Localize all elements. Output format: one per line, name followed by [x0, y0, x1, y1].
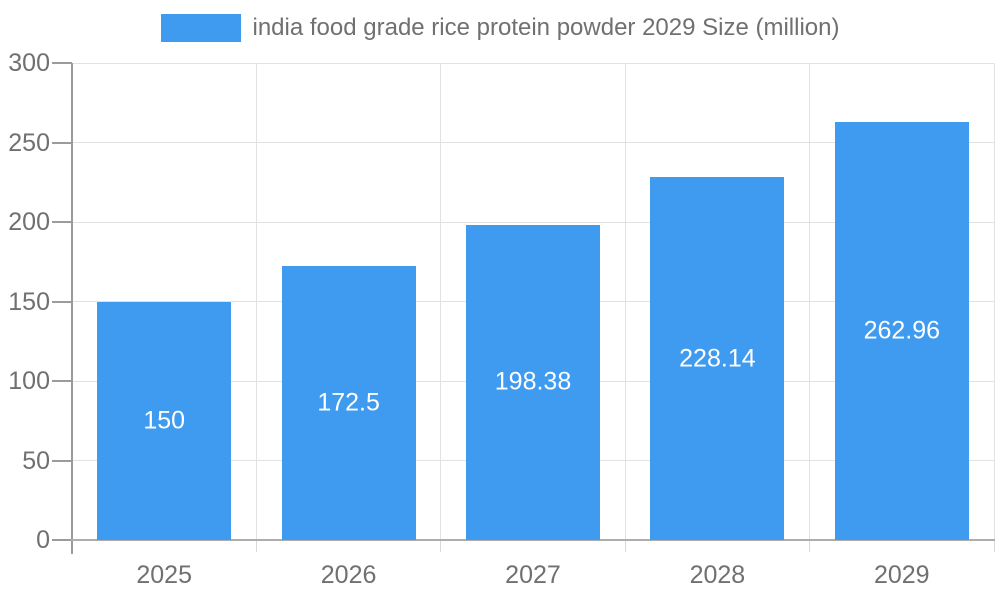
x-axis-label-2028: 2028	[689, 561, 746, 589]
legend-swatch-icon	[160, 14, 241, 42]
y-axis-label-150: 150	[8, 287, 50, 316]
v-gridline	[809, 63, 811, 540]
bar-value-label: 262.96	[863, 316, 941, 345]
y-axis-tick	[52, 539, 72, 541]
y-axis-label-50: 50	[22, 446, 50, 475]
x-axis-line	[71, 539, 995, 541]
x-axis-tick	[440, 540, 442, 552]
y-axis-line	[71, 63, 73, 554]
y-axis-tick	[52, 141, 72, 144]
x-axis-label-2026: 2026	[320, 561, 377, 589]
bar-2025[interactable]: 150	[97, 301, 232, 540]
bar-2028[interactable]: 228.14	[650, 177, 785, 540]
y-axis-tick	[52, 459, 72, 462]
y-axis-tick	[52, 62, 72, 64]
v-gridline	[993, 63, 995, 540]
chart-legend: india food grade rice protein powder 202…	[0, 14, 1000, 42]
v-gridline	[624, 63, 626, 540]
bar-2029[interactable]: 262.96	[834, 121, 969, 540]
y-axis-label-200: 200	[8, 208, 50, 236]
x-axis-label-2029: 2029	[873, 561, 930, 589]
x-axis-tick	[255, 540, 257, 552]
y-axis-label-0: 0	[36, 526, 50, 554]
y-axis-label-300: 300	[8, 49, 50, 77]
bar-value-label: 198.38	[494, 367, 572, 396]
y-axis-tick	[52, 380, 72, 382]
y-axis-tick	[52, 300, 72, 303]
bar-value-label: 172.5	[317, 388, 380, 417]
h-gridline	[72, 221, 994, 223]
x-axis-label-2027: 2027	[505, 561, 561, 589]
h-gridline	[72, 142, 994, 143]
bar-value-label: 150	[143, 406, 186, 435]
x-axis-tick	[624, 540, 626, 552]
v-gridline	[255, 63, 257, 540]
x-axis-tick	[993, 540, 995, 552]
bar-value-label: 228.14	[679, 344, 756, 373]
h-gridline	[72, 62, 994, 64]
x-axis-tick	[809, 540, 811, 552]
bar-2026[interactable]: 172.5	[281, 265, 416, 540]
y-axis-label-100: 100	[8, 367, 50, 395]
x-axis-label-2025: 2025	[136, 561, 192, 589]
legend-label: india food grade rice protein powder 202…	[252, 14, 840, 41]
legend-item[interactable]: india food grade rice protein powder 202…	[160, 14, 840, 42]
v-gridline	[440, 63, 442, 540]
y-axis-tick	[52, 221, 72, 223]
y-axis-label-250: 250	[8, 128, 50, 157]
bar-2027[interactable]: 198.38	[466, 224, 600, 540]
